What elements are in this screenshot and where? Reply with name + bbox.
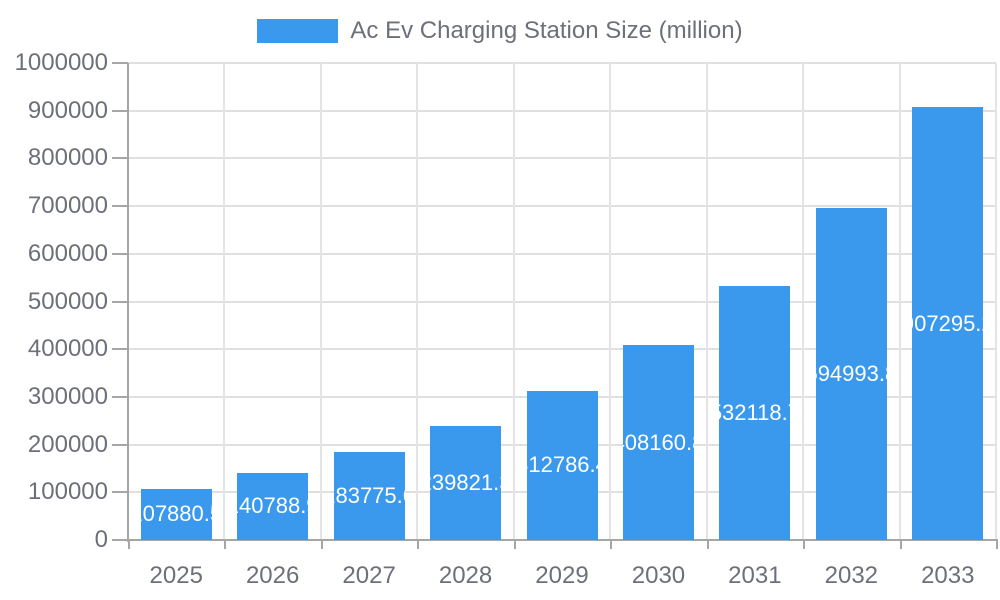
y-axis-label: 400000 xyxy=(27,335,108,363)
y-axis-tick xyxy=(112,109,128,112)
gridline-horizontal xyxy=(128,109,996,112)
y-axis-label: 200000 xyxy=(27,430,108,458)
y-axis-label: 100000 xyxy=(27,478,108,506)
gridline-horizontal xyxy=(128,205,996,208)
bar-2026: 140788.9 xyxy=(237,472,309,540)
gridline-vertical xyxy=(223,63,226,540)
bar-value-label: 312786.4 xyxy=(527,452,598,478)
y-axis-label: 700000 xyxy=(27,192,108,220)
x-axis-tick xyxy=(899,540,902,549)
x-axis-tick xyxy=(803,540,806,549)
x-axis-label: 2028 xyxy=(438,562,493,589)
y-axis-label: 900000 xyxy=(27,96,108,124)
y-axis-tick xyxy=(112,62,128,64)
y-axis-tick xyxy=(112,348,128,351)
y-axis-label: 0 xyxy=(94,526,108,553)
x-axis-tick xyxy=(610,540,613,549)
bar-2028: 239821.3 xyxy=(430,425,502,540)
x-axis-label: 2033 xyxy=(921,562,975,589)
gridline-vertical xyxy=(416,63,419,540)
x-axis-tick xyxy=(224,540,227,549)
x-axis-label: 2026 xyxy=(245,562,300,589)
bar-2025: 107880.5 xyxy=(140,488,212,540)
x-axis-tick xyxy=(417,540,420,549)
y-axis-tick xyxy=(112,491,128,494)
y-axis-label: 500000 xyxy=(27,287,108,315)
y-axis-label: 1000000 xyxy=(14,49,108,76)
bar-value-label: 694993.8 xyxy=(816,361,887,387)
x-axis-tick xyxy=(513,540,516,549)
gridline-vertical xyxy=(512,63,515,540)
bar-2030: 408160.8 xyxy=(622,345,694,540)
gridline-vertical xyxy=(898,63,901,540)
gridline-horizontal xyxy=(128,62,996,64)
y-axis-tick xyxy=(112,539,128,541)
y-axis-tick xyxy=(112,443,128,446)
bar-2031: 532118.7 xyxy=(719,286,791,540)
gridline-horizontal xyxy=(128,157,996,160)
legend[interactable]: Ac Ev Charging Station Size (million) xyxy=(0,17,1000,45)
bar-value-label: 532118.7 xyxy=(719,400,790,426)
bar-value-label: 140788.9 xyxy=(237,493,308,519)
x-axis-tick xyxy=(706,540,709,549)
gridline-vertical xyxy=(995,63,997,540)
x-axis-label: 2030 xyxy=(631,562,686,589)
bar-2033: 907295.2 xyxy=(912,107,984,540)
x-axis-line xyxy=(126,539,998,541)
gridline-vertical xyxy=(705,63,708,540)
y-axis-tick xyxy=(112,252,128,255)
x-axis-tick xyxy=(996,540,998,549)
x-axis-label: 2029 xyxy=(535,562,589,589)
gridline-vertical xyxy=(802,63,805,540)
y-axis-label: 800000 xyxy=(27,144,108,172)
x-axis-label: 2027 xyxy=(342,562,396,589)
x-axis-label: 2025 xyxy=(149,562,203,589)
gridline-horizontal xyxy=(128,300,996,303)
y-axis-line xyxy=(127,63,129,542)
bar-2032: 694993.8 xyxy=(815,208,887,540)
x-axis-label: 2031 xyxy=(728,562,782,589)
bar-value-label: 239821.3 xyxy=(430,469,501,495)
gridline-horizontal xyxy=(128,348,996,351)
y-axis-tick xyxy=(112,395,128,398)
x-axis-tick xyxy=(128,540,130,549)
y-axis-label: 600000 xyxy=(27,239,108,267)
gridline-vertical xyxy=(609,63,612,540)
legend-label: Ac Ev Charging Station Size (million) xyxy=(350,17,743,44)
legend-swatch-icon xyxy=(257,19,339,43)
bar-value-label: 183775.6 xyxy=(334,483,405,509)
y-axis-tick xyxy=(112,157,128,160)
bar-value-label: 107880.5 xyxy=(141,501,212,527)
gridline-horizontal xyxy=(128,252,996,255)
y-axis-tick xyxy=(112,205,128,208)
y-axis-tick xyxy=(112,300,128,303)
bar-value-label: 907295.2 xyxy=(912,310,983,336)
bar-value-label: 408160.8 xyxy=(623,429,694,455)
x-axis-label: 2032 xyxy=(824,562,879,589)
bar-2029: 312786.4 xyxy=(526,390,598,540)
y-axis-label: 300000 xyxy=(27,382,108,410)
gridline-vertical xyxy=(319,63,322,540)
bar-2027: 183775.6 xyxy=(333,452,405,540)
x-axis-tick xyxy=(320,540,323,549)
